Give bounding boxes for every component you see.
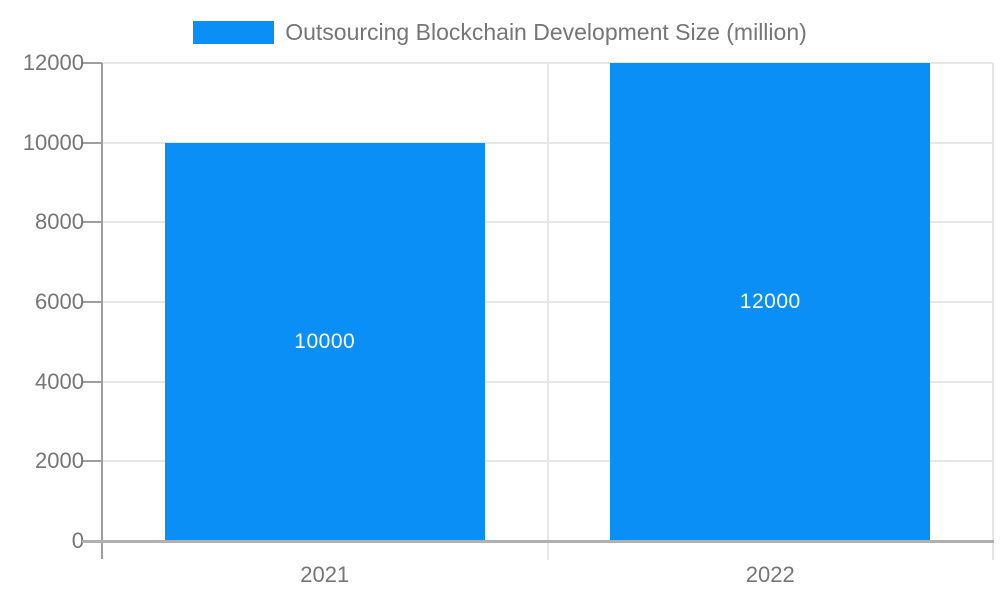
y-axis-line: [101, 63, 103, 559]
x-axis-line: [82, 540, 994, 543]
y-axis-tick-label: 2000: [35, 448, 84, 474]
x-axis-tick-label: 2021: [300, 562, 350, 587]
y-axis-tick-label: 12000: [22, 50, 84, 75]
legend: Outsourcing Blockchain Development Size …: [0, 19, 1000, 45]
y-axis-tick-label: 4000: [35, 368, 84, 394]
bar-value-label: 12000: [739, 290, 801, 313]
bar-2021: 10000: [164, 142, 485, 541]
bar-2022: 12000: [610, 63, 931, 541]
category-divider: [546, 63, 549, 560]
y-axis-tick-label: 8000: [35, 209, 84, 235]
y-axis-tick: [82, 380, 102, 383]
y-axis-tick: [82, 62, 102, 64]
y-axis-tick: [82, 460, 102, 463]
legend-label: Outsourcing Blockchain Development Size …: [285, 18, 807, 45]
legend-swatch: [193, 20, 275, 44]
y-axis-tick-label: 6000: [35, 289, 84, 314]
x-axis-tick-label: 2022: [745, 562, 795, 587]
plot-right-border: [992, 63, 994, 560]
bar-value-label: 10000: [294, 329, 356, 353]
y-axis-tick: [82, 221, 102, 224]
y-axis-tick-label: 0: [71, 528, 84, 553]
y-axis-tick-label: 10000: [22, 129, 84, 155]
y-axis-tick: [82, 301, 102, 303]
y-axis-tick: [82, 141, 102, 144]
